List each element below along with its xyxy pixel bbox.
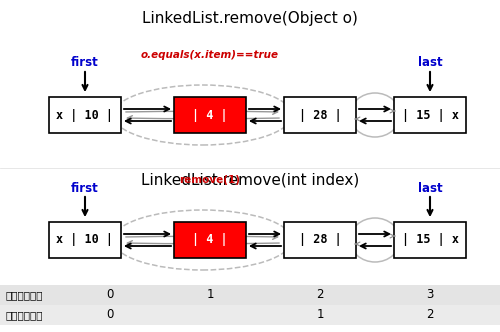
Text: remove(1): remove(1) bbox=[180, 175, 240, 185]
Text: first: first bbox=[71, 182, 99, 195]
Text: 删除之后下标: 删除之后下标 bbox=[5, 310, 43, 320]
Text: 0: 0 bbox=[106, 289, 114, 301]
Text: 2: 2 bbox=[426, 308, 434, 321]
Text: last: last bbox=[418, 56, 442, 69]
Text: o.equals(x.item)==true: o.equals(x.item)==true bbox=[141, 50, 279, 60]
Text: last: last bbox=[418, 182, 442, 195]
Text: 1: 1 bbox=[316, 308, 324, 321]
Bar bbox=[0, 285, 500, 305]
Text: x | 10 |: x | 10 | bbox=[56, 109, 114, 122]
Text: LinkedList.remove(int index): LinkedList.remove(int index) bbox=[141, 173, 359, 188]
FancyBboxPatch shape bbox=[394, 97, 466, 133]
Text: 1: 1 bbox=[206, 289, 214, 301]
FancyBboxPatch shape bbox=[49, 222, 121, 258]
FancyBboxPatch shape bbox=[394, 222, 466, 258]
FancyBboxPatch shape bbox=[284, 97, 356, 133]
Text: | 28 |: | 28 | bbox=[298, 233, 342, 246]
Text: | 28 |: | 28 | bbox=[298, 109, 342, 122]
Text: x | 10 |: x | 10 | bbox=[56, 233, 114, 246]
Text: 删除之前下标: 删除之前下标 bbox=[5, 290, 43, 300]
FancyArrowPatch shape bbox=[126, 109, 278, 114]
Text: first: first bbox=[71, 56, 99, 69]
Text: | 4 |: | 4 | bbox=[192, 109, 228, 122]
Text: 0: 0 bbox=[106, 308, 114, 321]
FancyArrowPatch shape bbox=[128, 116, 279, 121]
Text: LinkedList.remove(Object o): LinkedList.remove(Object o) bbox=[142, 11, 358, 26]
FancyBboxPatch shape bbox=[49, 97, 121, 133]
FancyArrowPatch shape bbox=[126, 234, 278, 239]
FancyBboxPatch shape bbox=[284, 222, 356, 258]
Text: 2: 2 bbox=[316, 289, 324, 301]
FancyBboxPatch shape bbox=[174, 97, 246, 133]
FancyBboxPatch shape bbox=[174, 222, 246, 258]
Text: 3: 3 bbox=[426, 289, 434, 301]
Bar bbox=[0, 305, 500, 325]
Text: | 15 | x: | 15 | x bbox=[402, 109, 458, 122]
Text: | 15 | x: | 15 | x bbox=[402, 233, 458, 246]
FancyArrowPatch shape bbox=[128, 241, 279, 246]
Text: | 4 |: | 4 | bbox=[192, 233, 228, 246]
